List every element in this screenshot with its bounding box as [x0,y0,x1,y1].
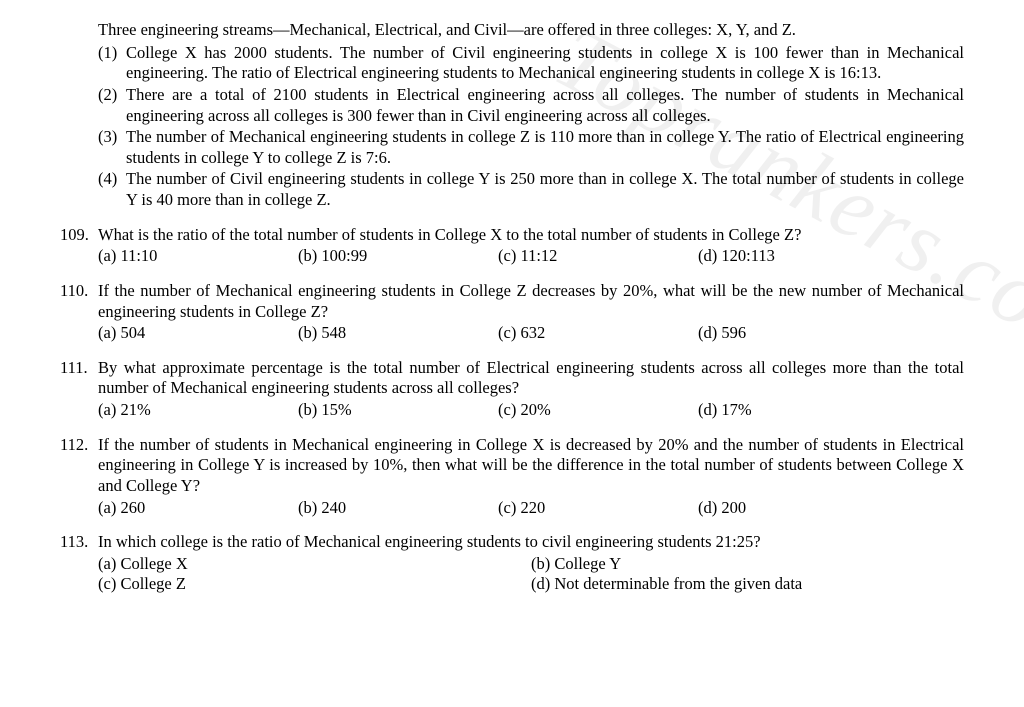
option-a: (a) College X [98,554,531,575]
option-a: (a) 11:10 [98,246,298,267]
option-d: (d) 17% [698,400,898,421]
option-d: (d) Not determinable from the given data [531,574,964,595]
question-number: 110. [60,281,98,322]
option-d: (d) 596 [698,323,898,344]
option-b: (b) 100:99 [298,246,498,267]
statement-text: The number of Mechanical engineering stu… [126,127,964,168]
question-number: 109. [60,225,98,246]
question-text: If the number of Mechanical engineering … [98,281,964,322]
question-text: In which college is the ratio of Mechani… [98,532,964,553]
option-b: (b) 240 [298,498,498,519]
question-text: If the number of students in Mechanical … [98,435,964,497]
question-111: 111. By what approximate percentage is t… [60,358,964,421]
statement-number: (1) [98,43,126,84]
question-number: 111. [60,358,98,399]
option-c: (c) 220 [498,498,698,519]
option-c: (c) 632 [498,323,698,344]
statement-row: (1) College X has 2000 students. The num… [98,43,964,84]
question-110: 110. If the number of Mechanical enginee… [60,281,964,344]
question-text: By what approximate percentage is the to… [98,358,964,399]
statement-text: College X has 2000 students. The number … [126,43,964,84]
option-a: (a) 21% [98,400,298,421]
option-b: (b) 15% [298,400,498,421]
option-c: (c) College Z [98,574,531,595]
statement-text: The number of Civil engineering students… [126,169,964,210]
statement-row: (4) The number of Civil engineering stud… [98,169,964,210]
statement-number: (4) [98,169,126,210]
question-number: 113. [60,532,98,553]
option-d: (d) 200 [698,498,898,519]
option-b: (b) College Y [531,554,964,575]
question-113: 113. In which college is the ratio of Me… [60,532,964,595]
question-text: What is the ratio of the total number of… [98,225,964,246]
statement-number: (2) [98,85,126,126]
option-c: (c) 20% [498,400,698,421]
question-112: 112. If the number of students in Mechan… [60,435,964,519]
statement-number: (3) [98,127,126,168]
option-a: (a) 504 [98,323,298,344]
passage-statements: (1) College X has 2000 students. The num… [98,43,964,211]
question-109: 109. What is the ratio of the total numb… [60,225,964,267]
passage-intro: Three engineering streams—Mechanical, El… [98,20,964,41]
option-b: (b) 548 [298,323,498,344]
question-number: 112. [60,435,98,497]
statement-row: (3) The number of Mechanical engineering… [98,127,964,168]
statement-text: There are a total of 2100 students in El… [126,85,964,126]
page-content: Three engineering streams—Mechanical, El… [0,0,1024,615]
option-a: (a) 260 [98,498,298,519]
option-d: (d) 120:113 [698,246,898,267]
option-c: (c) 11:12 [498,246,698,267]
statement-row: (2) There are a total of 2100 students i… [98,85,964,126]
